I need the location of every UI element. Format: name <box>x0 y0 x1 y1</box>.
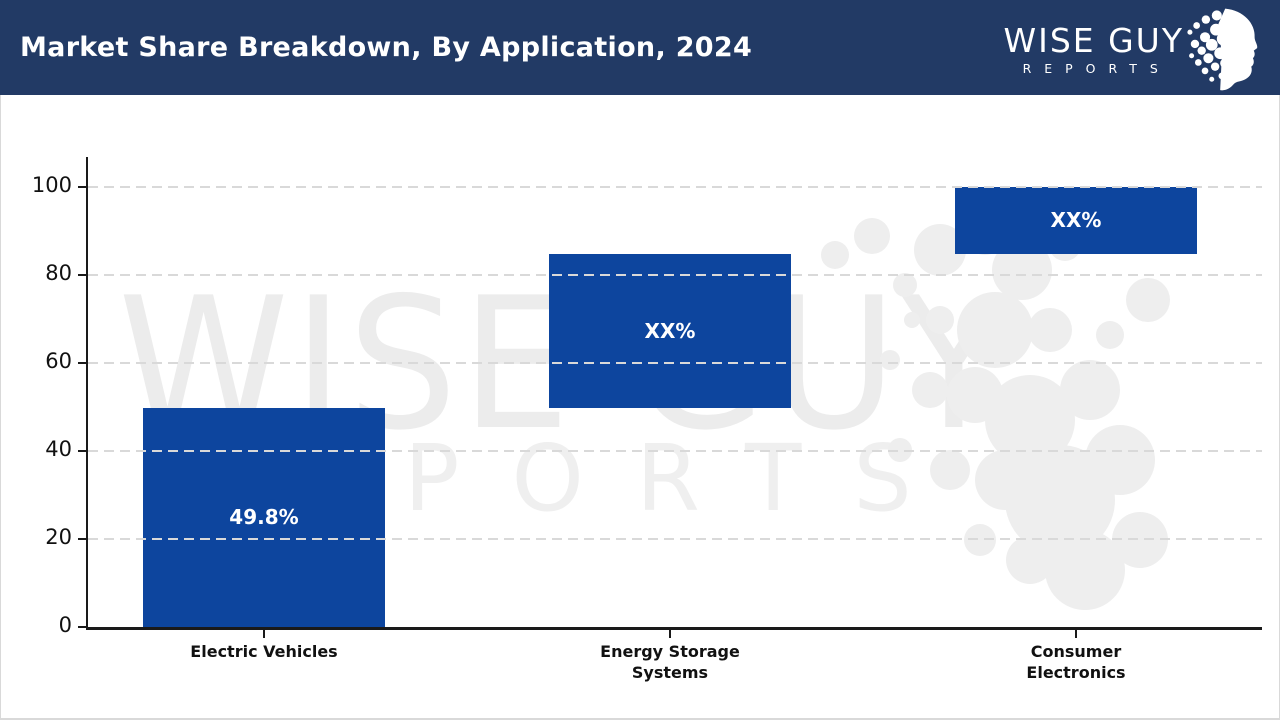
x-category-label-line: Energy Storage <box>600 642 740 661</box>
y-gridline <box>88 274 1262 276</box>
x-tick-mark <box>669 630 671 638</box>
y-tick-mark <box>78 362 88 364</box>
bar: XX% <box>549 253 791 408</box>
bar: 49.8% <box>143 407 385 627</box>
bar: XX% <box>955 187 1197 254</box>
y-gridline <box>88 186 1262 188</box>
x-category-label: Energy Storage Systems <box>510 641 830 683</box>
y-tick-label: 0 <box>58 613 72 637</box>
x-category-label-line: Electric Vehicles <box>190 642 338 661</box>
logo-subtitle: REPORTS <box>1022 60 1171 76</box>
y-gridline <box>88 450 1262 452</box>
x-axis-line <box>86 627 1262 630</box>
y-tick-mark <box>78 450 88 452</box>
x-category-label-line: Consumer <box>1030 642 1122 661</box>
logo-text: WISE GUY REPORTS <box>1003 20 1184 76</box>
bar-value-label: XX% <box>1050 208 1102 233</box>
y-tick-mark <box>78 538 88 540</box>
y-tick-label: 80 <box>45 261 72 285</box>
x-category-label: Consumer Electronics <box>916 641 1236 683</box>
y-tick-label: 40 <box>45 437 72 461</box>
page-title: Market Share Breakdown, By Application, … <box>20 32 753 63</box>
bar-value-label: XX% <box>644 318 696 343</box>
x-tick-mark <box>263 630 265 638</box>
x-tick-mark <box>1075 630 1077 638</box>
x-category-label-line: Electronics <box>1026 663 1126 682</box>
x-category-label: Electric Vehicles <box>104 641 424 662</box>
y-tick-label: 100 <box>31 173 72 197</box>
y-gridline <box>88 362 1262 364</box>
wiseguy-logo: WISE GUY REPORTS <box>1003 6 1262 92</box>
y-gridline <box>88 538 1262 540</box>
face-profile-icon <box>1187 8 1258 91</box>
y-tick-label: 60 <box>45 349 72 373</box>
y-tick-mark <box>78 186 88 188</box>
header-bar: Market Share Breakdown, By Application, … <box>0 0 1280 95</box>
y-tick-mark <box>78 626 88 628</box>
y-tick-label: 20 <box>45 525 72 549</box>
x-category-label-line: Systems <box>631 663 709 682</box>
bar-value-label: 49.8% <box>229 505 299 530</box>
logo-wordmark: WISE GUY <box>1003 20 1184 60</box>
y-axis-line <box>86 157 88 629</box>
y-tick-mark <box>78 274 88 276</box>
